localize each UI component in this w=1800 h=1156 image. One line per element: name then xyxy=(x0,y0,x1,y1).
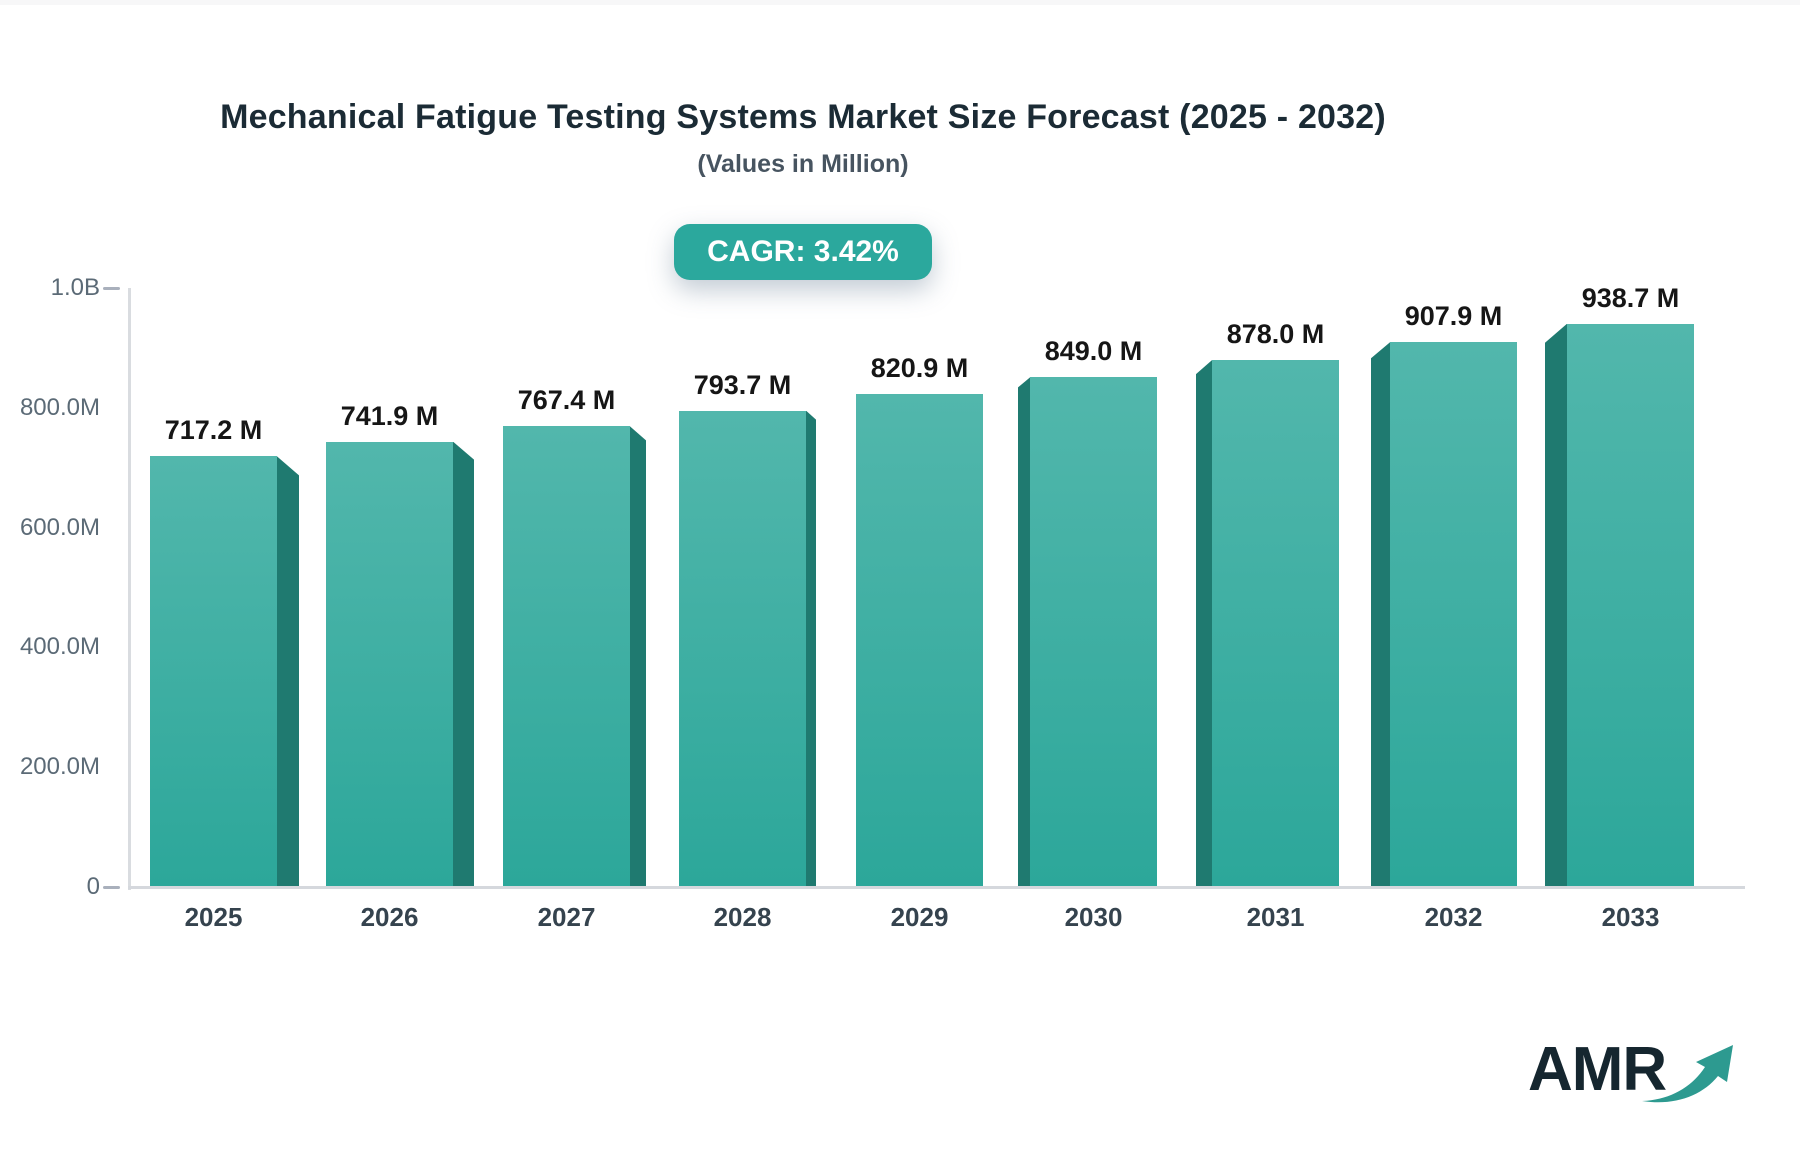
x-axis-label: 2028 xyxy=(713,902,772,932)
bar-front xyxy=(1030,377,1157,886)
bar-front xyxy=(326,441,453,886)
plot-area: 717.2 M 741.9 M 767.4 M 793.7 M 820.9 M 849.0… xyxy=(128,283,1745,890)
x-axis-label: 2031 xyxy=(1246,902,1305,932)
bar-value-label: 849.0 M xyxy=(1044,336,1143,367)
bar-front xyxy=(503,426,630,886)
bar-side xyxy=(1196,360,1212,886)
bar-front xyxy=(150,456,277,886)
bar-value-label: 717.2 M xyxy=(164,415,263,446)
bar-front xyxy=(856,394,983,886)
bar-front xyxy=(679,410,806,886)
x-axis-label: 2026 xyxy=(360,902,419,932)
bar-value-label: 820.9 M xyxy=(870,353,969,384)
y-axis-tick xyxy=(103,287,120,290)
x-axis-line xyxy=(128,886,1745,889)
y-axis-label: 400.0M xyxy=(19,633,100,661)
bar-side xyxy=(630,426,646,886)
bar-2027[interactable]: 767.4 M xyxy=(503,385,646,886)
bar-2026[interactable]: 741.9 M xyxy=(326,401,474,886)
cagr-badge: CAGR: 3.42% xyxy=(674,224,932,280)
bar-2028[interactable]: 793.7 M xyxy=(679,370,816,886)
bar-front xyxy=(1212,360,1339,886)
bar-2030[interactable]: 849.0 M xyxy=(1018,336,1157,886)
x-axis-label: 2030 xyxy=(1064,902,1123,932)
x-axis-label: 2025 xyxy=(184,902,243,932)
bar-value-label: 938.7 M xyxy=(1581,282,1680,313)
x-axis-label: 2027 xyxy=(537,902,596,932)
bar-value-label: 741.9 M xyxy=(340,400,439,431)
y-axis-label: 800.0M xyxy=(19,393,100,421)
top-edge-strip xyxy=(0,0,1800,5)
chart-subtitle: (Values in Million) xyxy=(697,150,909,178)
bar-side xyxy=(1371,342,1390,886)
bar-front xyxy=(1567,323,1694,886)
x-axis-label: 2033 xyxy=(1601,902,1660,932)
bar-value-label: 767.4 M xyxy=(517,385,616,416)
bar-2031[interactable]: 878.0 M xyxy=(1196,319,1339,886)
brand-logo: AMR xyxy=(1528,1034,1748,1124)
bar-value-label: 793.7 M xyxy=(693,369,792,400)
chart-title: Mechanical Fatigue Testing Systems Marke… xyxy=(220,98,1386,136)
brand-logo-text: AMR xyxy=(1528,1035,1667,1104)
y-axis-tick xyxy=(103,886,120,889)
bar-side xyxy=(453,441,474,886)
bar-2032[interactable]: 907.9 M xyxy=(1371,301,1517,886)
bar-value-label: 907.9 M xyxy=(1404,301,1503,332)
bar-front xyxy=(1390,342,1517,886)
bar-side xyxy=(1545,323,1567,886)
bar-2025[interactable]: 717.2 M xyxy=(150,415,299,886)
x-axis-label: 2029 xyxy=(890,902,949,932)
bar-value-label: 878.0 M xyxy=(1226,319,1325,350)
bar-2033[interactable]: 938.7 M xyxy=(1545,283,1694,886)
bar-side xyxy=(1018,377,1030,886)
y-axis-label: 0 xyxy=(86,873,100,900)
bar-2029[interactable]: 820.9 M xyxy=(856,353,983,886)
y-axis-label: 600.0M xyxy=(19,513,100,541)
badge-row: CAGR: 3.42% xyxy=(0,224,1606,280)
y-axis-label: 200.0M xyxy=(19,753,100,781)
y-axis-line xyxy=(128,288,131,890)
growth-arrow-icon xyxy=(1642,1045,1733,1103)
bar-side xyxy=(277,456,299,886)
bar-side xyxy=(806,410,816,886)
x-axis-label: 2032 xyxy=(1424,902,1483,932)
y-axis-label: 1.0B xyxy=(50,274,100,301)
